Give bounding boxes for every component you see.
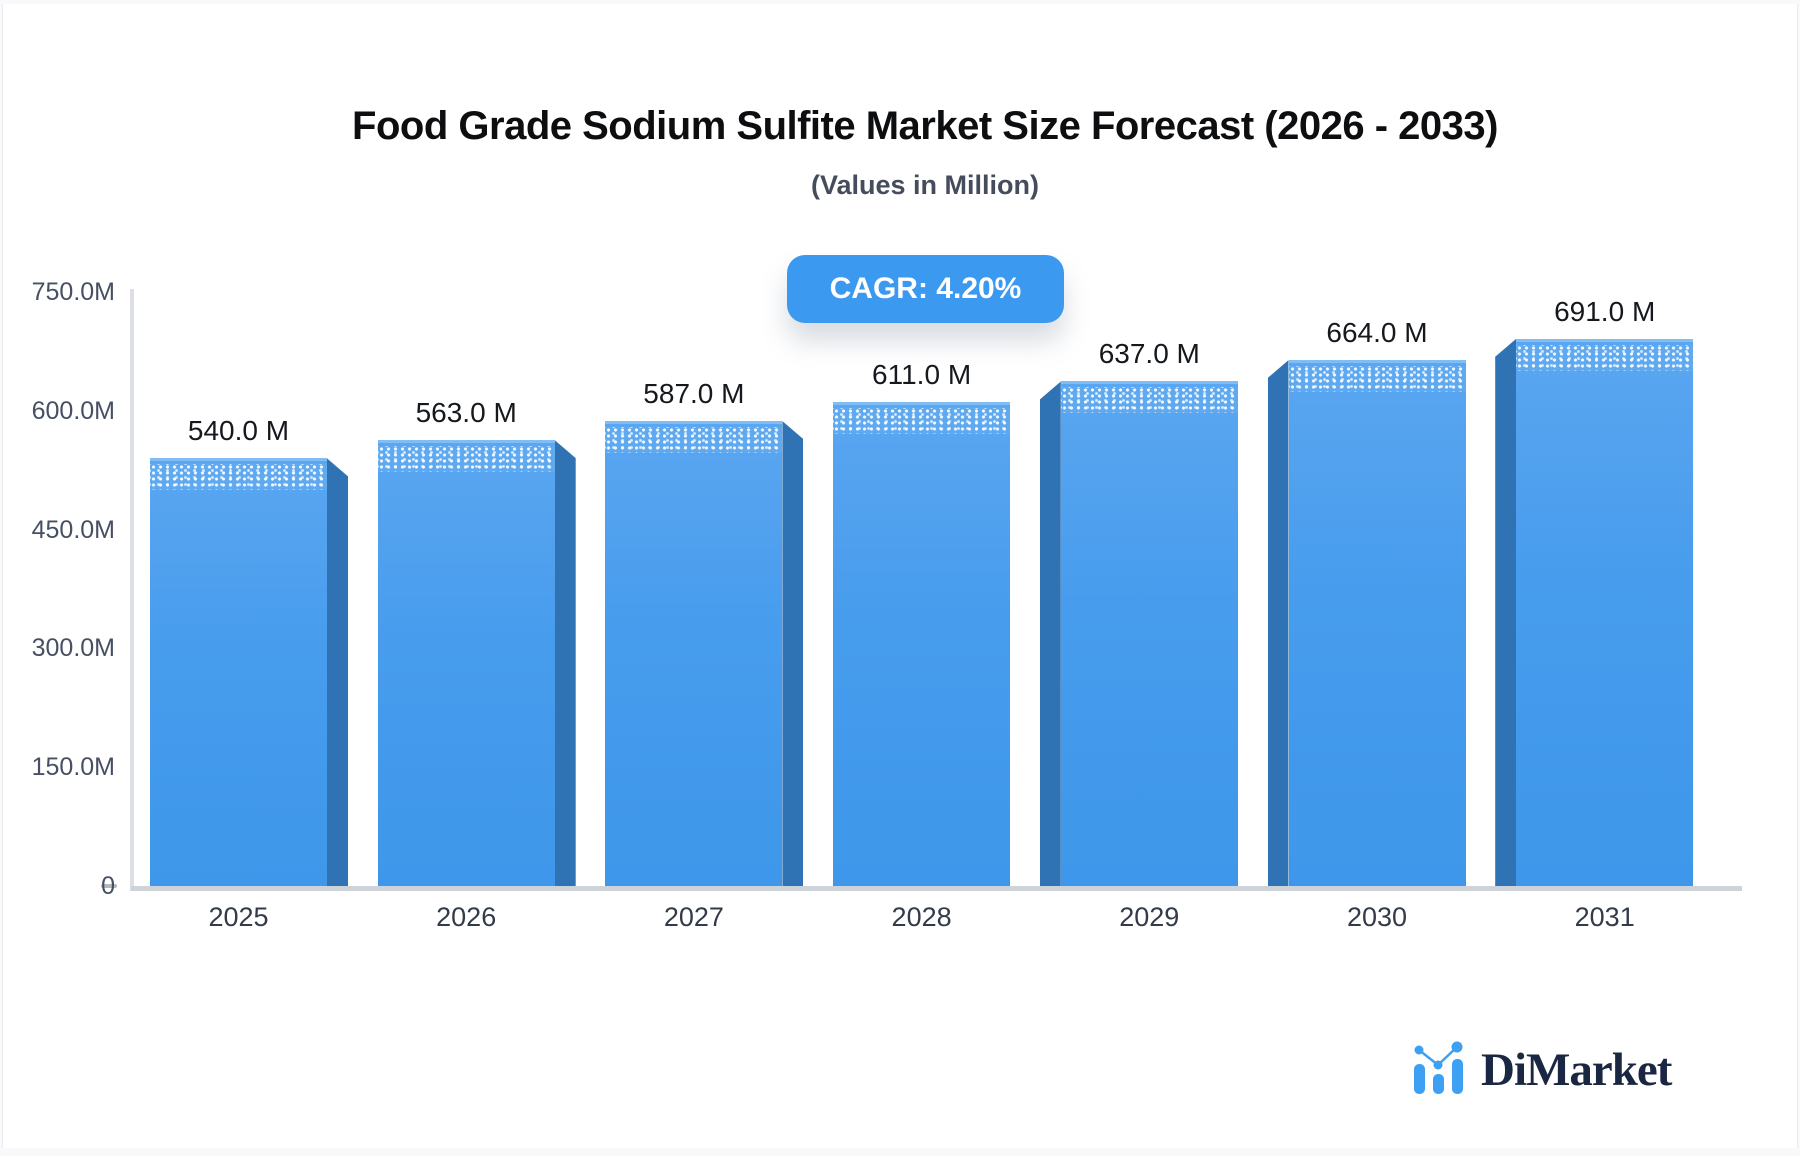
- cagr-badge-label: CAGR: 4.20%: [829, 272, 1022, 305]
- x-tick-label: 2031: [1574, 902, 1635, 932]
- bar-2027: [605, 421, 783, 886]
- bar-top-texture: [150, 464, 327, 491]
- logo-text: DiMarket: [1481, 1044, 1672, 1096]
- y-axis-line: [130, 289, 134, 891]
- y-tick-label: 600.0M: [31, 396, 115, 425]
- bar-top-texture: [1060, 387, 1238, 414]
- bar-value-label: 637.0 M: [1098, 338, 1200, 370]
- zero-tick-mark: [101, 884, 117, 888]
- x-tick-label: 2029: [1119, 902, 1180, 932]
- bar-3d-side: [1039, 381, 1061, 886]
- bar-top-texture: [1288, 366, 1466, 393]
- x-tick-label: 2028: [891, 902, 952, 932]
- y-tick-label: 300.0M: [31, 634, 115, 663]
- y-tick-label: 750.0M: [31, 278, 115, 306]
- x-tick-label: 2030: [1346, 902, 1408, 932]
- bar-value-label: 691.0 M: [1554, 295, 1656, 327]
- y-tick-label: 150.0M: [31, 753, 115, 782]
- bar-3d-side: [327, 458, 348, 886]
- bar-3d-side: [554, 440, 576, 886]
- bar-2028: [833, 402, 1011, 886]
- bar-top-texture: [605, 427, 783, 454]
- bar-top-texture: [833, 408, 1011, 435]
- bar-2025: [150, 458, 327, 886]
- bar-value-label: 611.0 M: [872, 359, 972, 391]
- bar-value-label: 587.0 M: [643, 378, 745, 410]
- bar-line-chart-icon: [1414, 1041, 1463, 1094]
- bar-3d-side: [1267, 360, 1289, 886]
- bar-value-label: 664.0 M: [1326, 317, 1428, 349]
- bar-2031: [1516, 338, 1694, 886]
- x-tick-label: 2025: [208, 902, 269, 932]
- bar-2026: [377, 440, 555, 886]
- chart-title: Food Grade Sodium Sulfite Market Size Fo…: [352, 104, 1498, 148]
- bar-value-label: 563.0 M: [415, 397, 517, 429]
- cagr-badge: CAGR: 4.20%: [787, 255, 1064, 323]
- bar-top-texture: [1516, 344, 1694, 371]
- bar-value-label: 540.0 M: [187, 415, 290, 447]
- bar-3d-side: [782, 421, 804, 886]
- chart-subtitle: (Values in Million): [810, 170, 1040, 200]
- dimarket-logo: DiMarket: [1411, 1030, 1672, 1096]
- x-tick-label: 2026: [436, 902, 497, 932]
- y-tick-label: 0: [101, 872, 115, 900]
- x-tick-label: 2027: [663, 902, 724, 932]
- bar-2029: [1060, 381, 1238, 886]
- bar-top-texture: [377, 446, 555, 473]
- bar-2030: [1288, 360, 1466, 886]
- y-tick-label: 450.0M: [31, 515, 115, 544]
- x-axis-line: [131, 886, 1742, 891]
- bar-3d-side: [1495, 338, 1517, 886]
